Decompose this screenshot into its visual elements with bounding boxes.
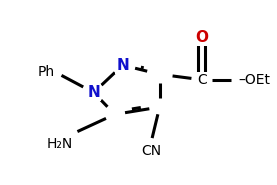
Text: N: N [87, 85, 100, 100]
Text: CN: CN [142, 144, 162, 158]
Text: –OEt: –OEt [239, 73, 271, 87]
Text: O: O [195, 30, 208, 45]
Text: C: C [197, 73, 207, 87]
Text: N: N [116, 58, 129, 73]
Text: H₂N: H₂N [46, 137, 73, 151]
Text: Ph: Ph [38, 65, 55, 79]
